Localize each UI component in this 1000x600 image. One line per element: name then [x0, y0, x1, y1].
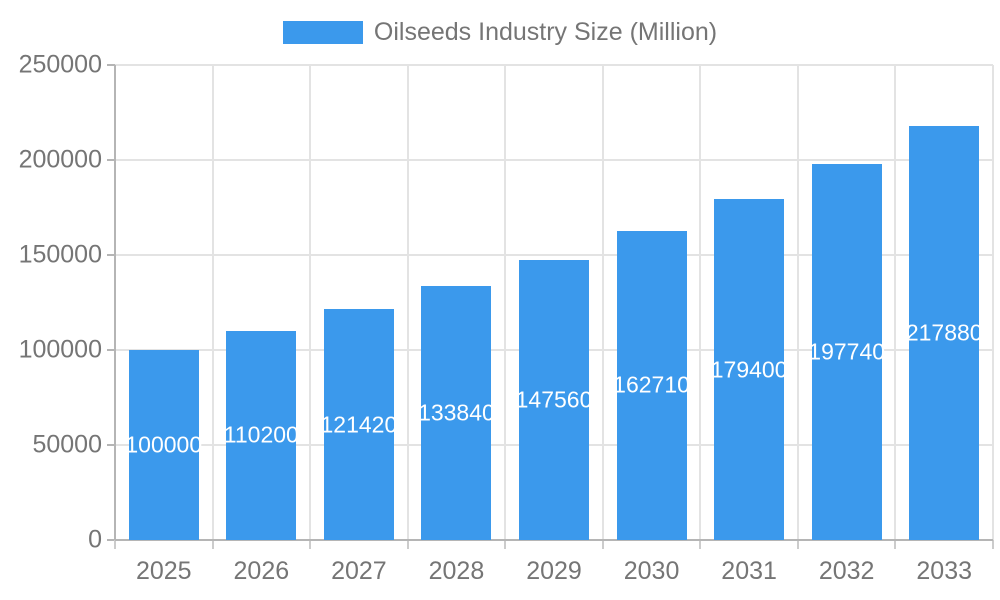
- x-axis-tick: [211, 540, 214, 549]
- x-axis-tick: [406, 540, 409, 549]
- bar[interactable]: [714, 199, 785, 540]
- bar[interactable]: [421, 285, 492, 540]
- gridline-vertical: [796, 65, 799, 540]
- y-axis-tick: [107, 254, 115, 256]
- x-axis-tick: [504, 540, 507, 549]
- x-axis-tick-label: 2029: [526, 557, 582, 585]
- y-axis-tick-label: 50000: [32, 430, 102, 459]
- bar-value-label: 110200: [223, 421, 299, 448]
- x-axis-tick: [114, 540, 116, 549]
- x-axis-tick-label: 2030: [623, 557, 680, 585]
- bar-value-label: 133840: [418, 399, 495, 426]
- bar-value-label: 147560: [515, 386, 593, 413]
- bar-value-label: 197740: [808, 338, 886, 365]
- bar-value-label: 100000: [125, 431, 203, 458]
- legend-swatch: [282, 21, 363, 44]
- gridline-vertical: [504, 65, 507, 540]
- bar[interactable]: [519, 259, 589, 540]
- y-axis-tick: [107, 349, 115, 351]
- bar-value-label: 121420: [320, 411, 398, 438]
- x-axis-tick-label: 2031: [721, 557, 777, 585]
- gridline-vertical: [601, 65, 604, 540]
- gridline-vertical: [894, 65, 897, 540]
- x-axis-tick-label: 2026: [233, 557, 290, 585]
- x-axis-tick: [601, 540, 604, 549]
- x-axis-tick-label: 2027: [331, 557, 387, 585]
- gridline-horizontal: [115, 254, 993, 256]
- y-axis-tick: [107, 64, 115, 66]
- y-axis-line: [114, 65, 116, 540]
- bar[interactable]: [811, 164, 882, 540]
- x-axis-tick: [699, 540, 702, 549]
- x-axis-tick: [309, 540, 312, 549]
- gridline-horizontal: [115, 159, 993, 161]
- gridline-vertical: [406, 65, 409, 540]
- bar-value-label: 179400: [710, 356, 788, 383]
- gridline-vertical: [211, 65, 214, 540]
- gridline-horizontal: [115, 64, 993, 66]
- y-axis-tick-label: 0: [88, 525, 102, 554]
- gridline-vertical: [992, 65, 994, 540]
- x-axis-line: [115, 539, 993, 541]
- y-axis-tick-label: 250000: [18, 50, 102, 79]
- legend-label: Oilseeds Industry Size (Million): [373, 18, 718, 46]
- y-axis-tick: [107, 539, 115, 541]
- x-axis-tick-label: 2032: [818, 557, 875, 585]
- bar[interactable]: [909, 126, 980, 540]
- bar[interactable]: [226, 330, 297, 540]
- bar[interactable]: [616, 230, 687, 540]
- x-axis-tick: [796, 540, 799, 549]
- x-axis-tick: [894, 540, 897, 549]
- y-axis-tick-label: 200000: [18, 145, 102, 174]
- bar-value-label: 217880: [905, 319, 983, 346]
- gridline-vertical: [309, 65, 312, 540]
- y-axis-tick: [107, 444, 115, 446]
- y-axis-tick: [107, 159, 115, 161]
- x-axis-tick: [992, 540, 994, 549]
- x-axis-tick-label: 2028: [428, 557, 485, 585]
- bar[interactable]: [323, 309, 394, 540]
- x-axis-tick-label: 2033: [916, 557, 973, 585]
- y-axis-tick-label: 150000: [18, 240, 102, 269]
- chart-legend-item[interactable]: Oilseeds Industry Size (Million): [0, 18, 1000, 47]
- bar-value-label: 162710: [613, 371, 690, 398]
- gridline-vertical: [699, 65, 702, 540]
- bar[interactable]: [128, 350, 199, 540]
- x-axis-tick-label: 2025: [135, 557, 192, 585]
- y-axis-tick-label: 100000: [18, 335, 102, 364]
